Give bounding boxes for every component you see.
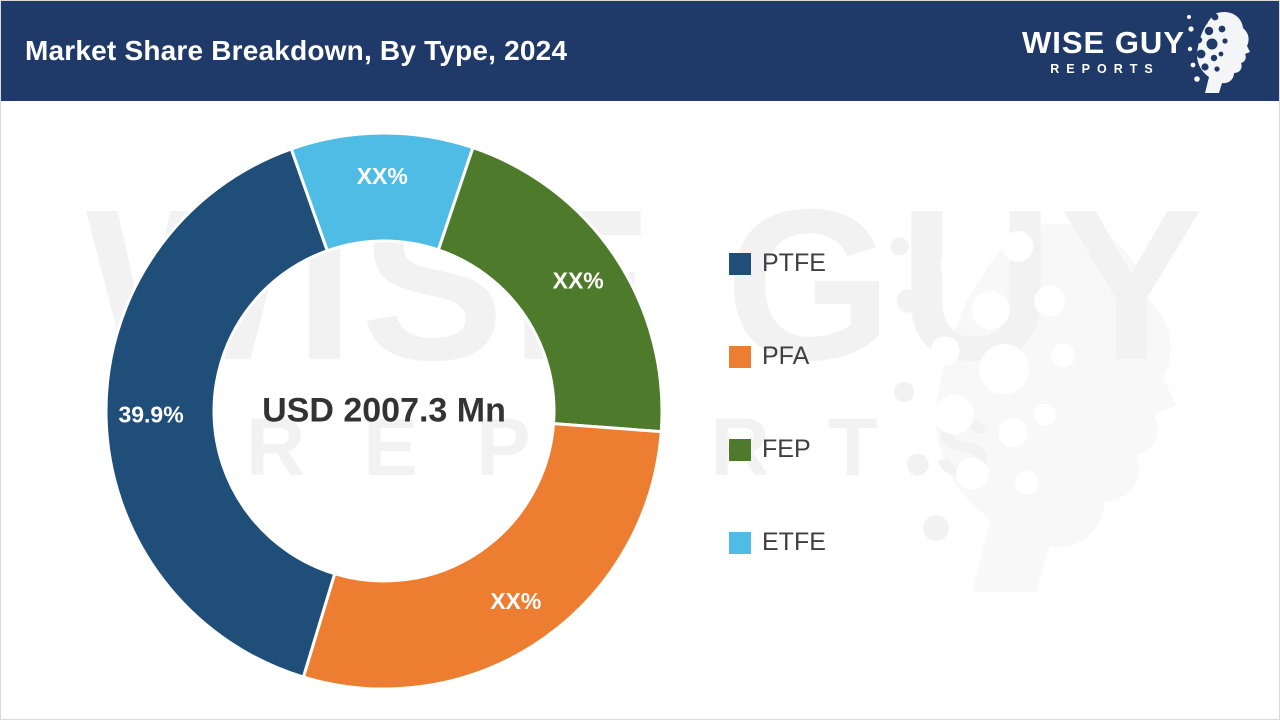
legend-label-pfa: PFA	[762, 342, 810, 370]
legend-item-fep[interactable]: FEP	[729, 437, 826, 462]
donut-chart: XX% XX% XX% 39.9%	[104, 131, 664, 691]
legend-item-ptfe[interactable]: PTFE	[729, 251, 826, 276]
legend-swatch-pfa	[729, 345, 751, 368]
segment-percent-label-fep: XX%	[553, 267, 604, 293]
chart-legend: PTFE PFA FEP ETFE	[729, 251, 826, 555]
legend-swatch-etfe	[729, 531, 751, 554]
brand-logo-text: WISE GUY REPORTS	[1022, 27, 1185, 76]
legend-label-fep: FEP	[762, 435, 811, 463]
legend-label-ptfe: PTFE	[762, 249, 826, 277]
legend-label-etfe: ETFE	[762, 528, 826, 556]
segment-percent-label-pfa: XX%	[490, 588, 541, 614]
brand-logo: WISE GUY REPORTS	[1022, 7, 1251, 95]
legend-item-pfa[interactable]: PFA	[729, 344, 826, 369]
donut-segment-fep[interactable]	[436, 146, 664, 434]
brand-head-icon	[1187, 11, 1250, 93]
brand-name: WISE GUY	[1021, 24, 1185, 60]
legend-swatch-fep	[729, 438, 751, 461]
page-title: Market Share Breakdown, By Type, 2024	[25, 35, 568, 66]
brand-subname: REPORTS	[1050, 61, 1160, 76]
legend-item-etfe[interactable]: ETFE	[729, 530, 826, 555]
legend-swatch-ptfe	[729, 252, 751, 275]
donut-segment-ptfe[interactable]	[104, 147, 337, 679]
chart-area: WISE GUY REPORTS XX%XX%XX%39.9% USD 2007…	[1, 101, 1280, 721]
segment-percent-label-etfe: XX%	[357, 163, 408, 189]
chart-center-value: USD 2007.3 Mn	[262, 391, 506, 430]
header-bar: Market Share Breakdown, By Type, 2024 WI…	[1, 1, 1279, 101]
segment-percent-label-ptfe: 39.9%	[118, 401, 183, 427]
donut-segment-pfa[interactable]	[301, 422, 663, 691]
